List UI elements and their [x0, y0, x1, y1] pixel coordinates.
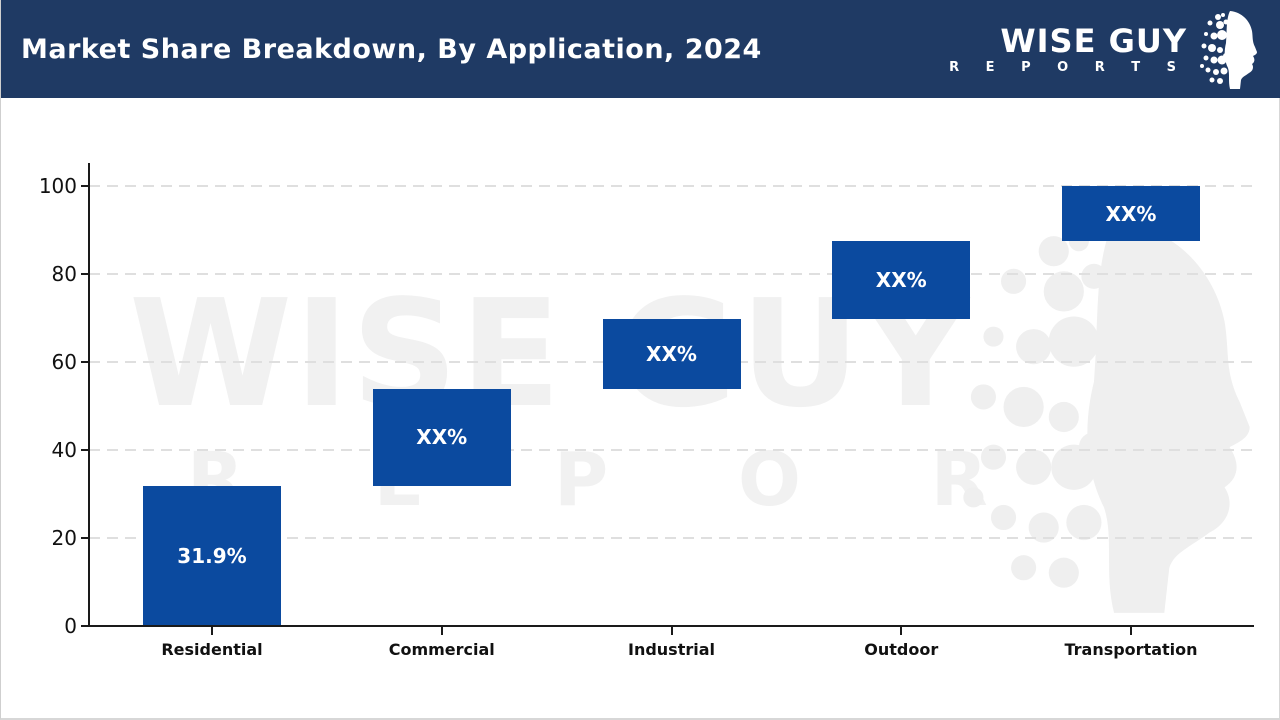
x-tick-outdoor: [900, 627, 903, 635]
y-tick-40: [81, 449, 89, 451]
y-tick-80: [81, 273, 89, 275]
x-tick-industrial: [670, 627, 673, 635]
logo-wordmark: WISE GUY: [1000, 22, 1187, 60]
x-tick-commercial: [440, 627, 443, 635]
bar-commercial: XX%: [372, 389, 511, 486]
y-tick-label-40: 40: [51, 438, 77, 462]
logo-subtitle: R E P O R T S: [949, 60, 1187, 75]
x-tick-transportation: [1130, 627, 1132, 635]
y-tick-60: [81, 361, 89, 363]
bar-value-label: XX%: [1105, 201, 1157, 226]
y-tick-label-0: 0: [64, 614, 77, 638]
gridline-100: [89, 185, 1254, 187]
y-tick-label-80: 80: [51, 262, 77, 286]
plot-area: WISE GUY R E P O R T S 02040608010031.9%…: [1, 98, 1280, 718]
bar-outdoor: XX%: [832, 241, 971, 319]
y-axis-line: [88, 163, 90, 627]
y-tick-20: [81, 537, 89, 539]
bar-value-label: XX%: [416, 425, 468, 450]
header-bar: Market Share Breakdown, By Application, …: [1, 0, 1280, 98]
logo-text: WISE GUY R E P O R T S: [949, 24, 1187, 76]
x-label-residential: Residential: [161, 640, 263, 659]
bar-industrial: XX%: [602, 318, 741, 390]
bar-value-label: 31.9%: [177, 543, 247, 568]
y-tick-0: [81, 625, 89, 627]
x-tick-residential: [211, 627, 213, 635]
x-axis-line: [88, 625, 1254, 627]
x-label-transportation: Transportation: [1064, 640, 1198, 659]
page-title: Market Share Breakdown, By Application, …: [21, 33, 762, 65]
x-label-commercial: Commercial: [388, 640, 495, 659]
bar-value-label: XX%: [646, 342, 697, 367]
brand-logo: WISE GUY R E P O R T S: [949, 6, 1267, 94]
gridline-20: [89, 537, 1254, 539]
x-label-industrial: Industrial: [627, 640, 715, 659]
x-label-outdoor: Outdoor: [864, 640, 939, 659]
y-tick-label-20: 20: [51, 526, 77, 550]
y-tick-100: [81, 185, 89, 187]
bar-residential: 31.9%: [143, 485, 281, 626]
bar-transportation: XX%: [1062, 186, 1200, 241]
bar-value-label: XX%: [875, 267, 927, 292]
watermark-wordmark: WISE GUY: [129, 268, 972, 440]
y-tick-label-60: 60: [51, 350, 77, 374]
gridline-40: [89, 449, 1254, 451]
watermark-head-icon: [963, 221, 1250, 613]
y-tick-label-100: 100: [38, 174, 77, 198]
brand-head-icon: [1200, 11, 1257, 89]
gridline-80: [89, 273, 1254, 275]
